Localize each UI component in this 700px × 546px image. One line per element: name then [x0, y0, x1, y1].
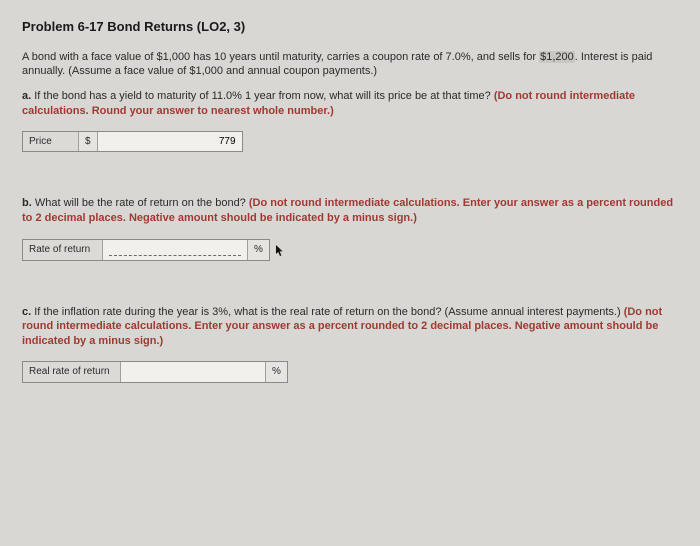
part-b-prompt: b. What will be the rate of return on th…: [22, 196, 678, 226]
part-b-text: What will be the rate of return on the b…: [32, 197, 249, 209]
intro-pre: A bond with a face value of $1,000 has 1…: [22, 51, 539, 63]
problem-title: Problem 6-17 Bond Returns (LO2, 3): [22, 18, 678, 36]
part-b-answer-row: Rate of return %: [22, 239, 270, 261]
intro-highlight: $1,200: [539, 51, 575, 63]
part-b-label: b.: [22, 197, 32, 209]
part-a-answer-row: Price $: [22, 131, 243, 153]
rate-of-return-input[interactable]: [109, 244, 241, 256]
price-input[interactable]: [104, 136, 236, 147]
part-a-prompt: a. If the bond has a yield to maturity o…: [22, 89, 678, 119]
part-a-label: a.: [22, 90, 31, 102]
problem-intro: A bond with a face value of $1,000 has 1…: [22, 50, 678, 80]
cursor-icon: [275, 249, 285, 261]
part-c-text: If the inflation rate during the year is…: [31, 306, 624, 318]
real-rate-label: Real rate of return: [23, 362, 121, 382]
price-label: Price: [23, 132, 79, 152]
part-c-label: c.: [22, 306, 31, 318]
part-c-prompt: c. If the inflation rate during the year…: [22, 305, 678, 350]
part-c-answer-row: Real rate of return %: [22, 361, 288, 383]
rate-of-return-label: Rate of return: [23, 240, 103, 260]
part-a-text: If the bond has a yield to maturity of 1…: [31, 90, 494, 102]
currency-symbol: $: [79, 132, 98, 152]
real-rate-input[interactable]: [127, 366, 259, 377]
percent-unit-c: %: [266, 362, 287, 382]
percent-unit-b: %: [248, 240, 269, 260]
